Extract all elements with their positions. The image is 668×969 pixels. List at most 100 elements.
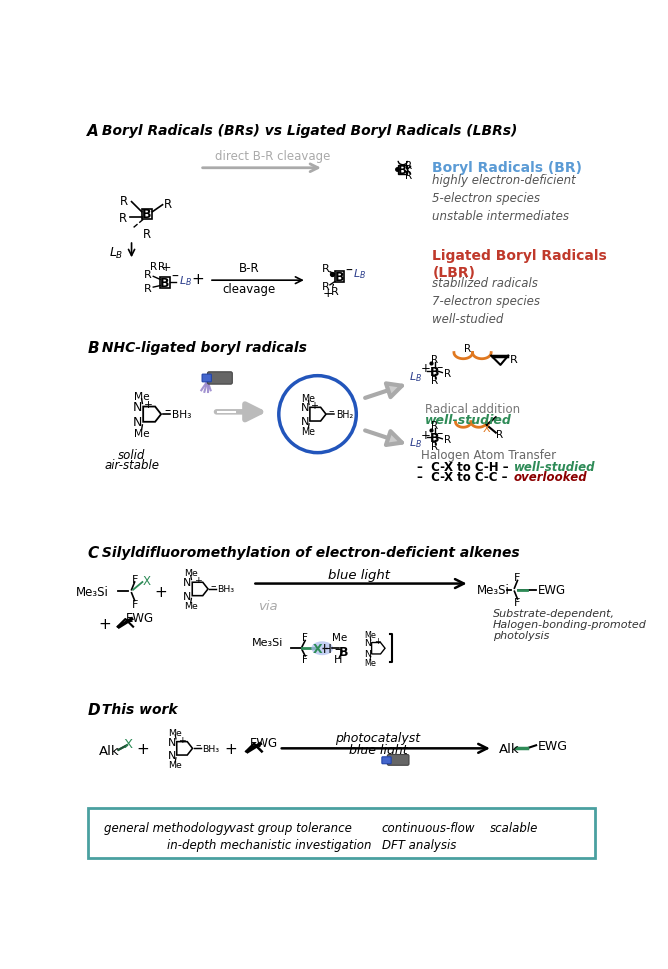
Text: +: +: [178, 735, 186, 744]
FancyBboxPatch shape: [382, 757, 391, 764]
Text: +: +: [161, 261, 172, 273]
Text: –: –: [171, 270, 178, 284]
Text: R: R: [331, 287, 339, 297]
Text: +: +: [420, 428, 430, 441]
Text: +: +: [136, 741, 149, 756]
Text: air-stable: air-stable: [104, 458, 159, 472]
Text: B: B: [398, 164, 407, 176]
Text: Me: Me: [184, 601, 198, 610]
Text: F: F: [302, 654, 308, 665]
Text: R: R: [431, 355, 438, 364]
Text: Me: Me: [168, 761, 182, 769]
Text: Me: Me: [301, 426, 315, 436]
Text: R: R: [444, 434, 451, 445]
Text: highly electron-deficient
5-electron species
unstable intermediates: highly electron-deficient 5-electron spe…: [432, 174, 576, 223]
Text: Me: Me: [331, 633, 347, 642]
FancyBboxPatch shape: [387, 755, 409, 766]
Text: F: F: [132, 599, 138, 609]
Text: Me: Me: [168, 728, 182, 736]
Text: R: R: [144, 284, 152, 294]
Text: R: R: [431, 376, 438, 386]
Text: –: –: [210, 580, 216, 590]
Text: F: F: [132, 575, 138, 584]
Text: in-depth mechanistic investigation: in-depth mechanistic investigation: [167, 838, 371, 851]
Text: H: H: [323, 642, 331, 655]
Text: –: –: [164, 404, 170, 417]
Text: +: +: [192, 272, 204, 287]
Text: overlooked: overlooked: [514, 471, 587, 484]
Text: continuous-flow: continuous-flow: [382, 821, 476, 834]
Text: Alk: Alk: [99, 744, 120, 758]
Text: R: R: [164, 198, 172, 210]
Text: photolysis: photolysis: [493, 630, 549, 641]
Text: R: R: [120, 195, 128, 207]
Text: via: via: [258, 599, 277, 612]
Text: well-studied: well-studied: [424, 413, 512, 426]
Text: N: N: [183, 578, 192, 587]
FancyBboxPatch shape: [208, 372, 232, 385]
Text: N: N: [133, 416, 142, 429]
Text: B: B: [430, 365, 440, 378]
Text: +: +: [373, 636, 380, 645]
Text: R: R: [431, 421, 438, 430]
Text: R: R: [464, 344, 472, 354]
Text: C: C: [88, 546, 99, 560]
Text: solid: solid: [118, 449, 145, 461]
Text: N: N: [168, 736, 176, 747]
Text: R: R: [405, 172, 413, 181]
Text: Me: Me: [134, 428, 150, 438]
Text: R: R: [143, 229, 151, 241]
Text: +: +: [99, 616, 112, 632]
Text: B-R: B-R: [239, 262, 260, 275]
Text: D: D: [88, 703, 100, 717]
Text: Substrate-dependent,: Substrate-dependent,: [493, 609, 615, 618]
Text: Me₃Si: Me₃Si: [252, 638, 283, 647]
Text: R: R: [444, 368, 451, 378]
Text: –: –: [436, 360, 442, 373]
Text: direct B-R cleavage: direct B-R cleavage: [215, 149, 331, 163]
Text: $L_B$: $L_B$: [353, 267, 366, 281]
Text: R: R: [431, 442, 438, 452]
Text: R: R: [405, 161, 413, 171]
Text: EWG: EWG: [126, 611, 154, 624]
Text: –  C-X to C-C –: – C-X to C-C –: [417, 471, 512, 484]
Text: BH₂: BH₂: [336, 410, 353, 420]
Text: R: R: [321, 282, 329, 292]
Text: Me: Me: [364, 658, 376, 667]
Text: N: N: [133, 400, 142, 414]
Text: EWG: EWG: [250, 735, 279, 749]
Text: well-studied: well-studied: [514, 460, 595, 473]
Text: Me₃Si: Me₃Si: [75, 585, 108, 598]
Ellipse shape: [311, 641, 333, 655]
Text: scalable: scalable: [490, 821, 538, 834]
Text: Ligated Boryl Radicals
(LBR): Ligated Boryl Radicals (LBR): [432, 249, 607, 280]
Text: Halogen Atom Transfer: Halogen Atom Transfer: [421, 449, 556, 461]
Text: Alk: Alk: [499, 742, 520, 755]
Text: H: H: [333, 654, 342, 665]
Text: $L_B$: $L_B$: [179, 274, 192, 288]
Text: $L_B$: $L_B$: [409, 369, 422, 383]
Text: F: F: [302, 633, 308, 642]
Text: –: –: [345, 264, 352, 277]
Text: N: N: [364, 639, 371, 647]
Text: F: F: [514, 598, 520, 608]
FancyBboxPatch shape: [88, 808, 595, 858]
Text: B: B: [88, 341, 99, 356]
Text: X: X: [143, 575, 151, 587]
Text: blue light: blue light: [349, 743, 407, 757]
Text: Me₃Si: Me₃Si: [477, 583, 510, 597]
Text: Halogen-bonding-promoted: Halogen-bonding-promoted: [493, 619, 647, 629]
Text: R: R: [321, 264, 329, 273]
Text: F: F: [514, 573, 520, 582]
Text: $L_B$: $L_B$: [109, 246, 124, 261]
Text: N: N: [301, 417, 309, 426]
Text: BH₃: BH₃: [202, 744, 219, 753]
Text: blue light: blue light: [327, 568, 389, 581]
Text: Me: Me: [301, 393, 315, 403]
Text: A: A: [88, 124, 99, 139]
Text: Radical addition: Radical addition: [424, 402, 520, 416]
Text: R: R: [510, 355, 518, 364]
Text: EWG: EWG: [538, 739, 568, 752]
Text: +: +: [144, 400, 153, 410]
Text: N: N: [364, 650, 371, 659]
